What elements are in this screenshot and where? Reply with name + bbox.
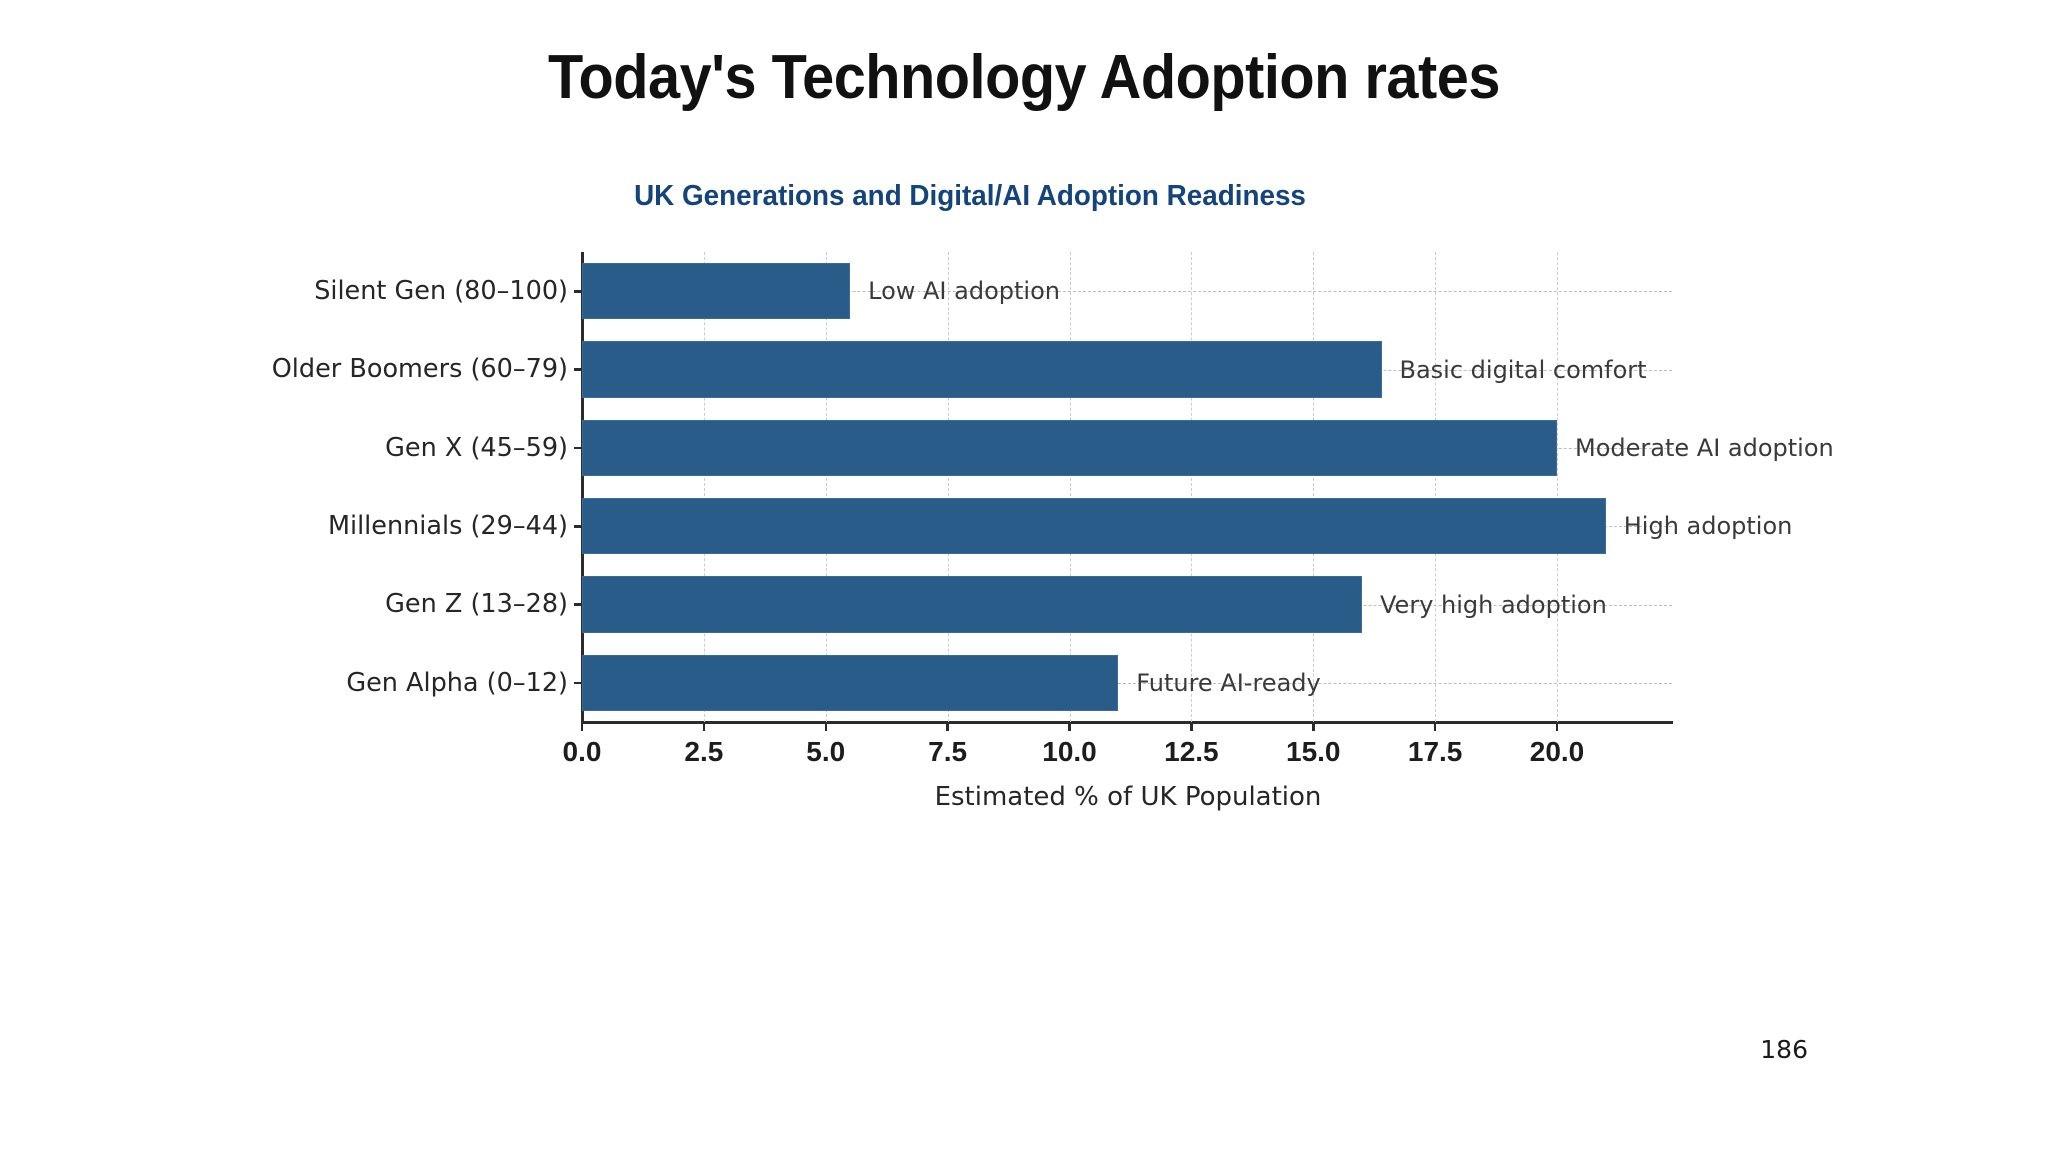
y-tick-label: Gen Z (13–28) [385,589,568,620]
x-tick-mark [1068,722,1071,731]
bar-5 [582,576,1362,633]
x-axis-spine [580,720,1673,724]
x-tick-mark [1190,722,1193,731]
page-number: 186 [1760,1035,1808,1064]
gridline-vertical [703,252,705,722]
chart-title: UK Generations and Digital/AI Adoption R… [634,180,1306,212]
x-tick-mark [824,722,827,731]
gridline-vertical [1069,252,1071,722]
gridline-vertical [1191,252,1193,722]
bar-row: Older Boomers (60–79) [272,341,1674,398]
bar-6 [582,654,1119,712]
bar-row: Gen Z (13–28) [385,576,1674,633]
bar-annotation: Future AI-ready [1136,668,1321,697]
x-tick-label: 7.5 [928,736,968,767]
gridline-vertical [825,252,827,722]
y-tick-label: Millennials (29–44) [328,511,568,542]
x-tick-mark [1555,722,1559,731]
bar-row: Gen Alpha (0–12) [346,654,1674,712]
bar-row: Gen X (45–59) [385,419,1674,477]
y-tick-label: Older Boomers (60–79) [271,354,568,385]
x-axis-label: Estimated % of UK Population [934,782,1322,812]
y-tick-mark [574,368,582,371]
bar-3 [582,419,1557,477]
x-tick-label: 12.5 [1164,736,1219,767]
x-tick-label: 10.0 [1042,736,1097,767]
x-tick-mark [1433,722,1437,731]
plot-area: Silent Gen (80–100) Low AI adoption Older … [272,252,1834,812]
gridline-vertical [947,252,949,722]
x-tick-label: 5.0 [806,736,846,767]
gridline-vertical [1313,252,1315,722]
y-tick-label: Gen X (45–59) [385,432,568,463]
bar-1 [582,262,851,320]
bar-annotation: Basic digital comfort [1399,355,1647,384]
bar-row: Millennials (29–44) [328,497,1674,555]
bar-2 [582,341,1382,398]
x-tick-label: 0.0 [562,736,602,767]
y-tick-mark [574,290,582,293]
x-tick-mark [580,722,584,731]
x-tick-mark [702,722,706,731]
bar-annotation: Moderate AI adoption [1575,433,1834,462]
bar-annotation: High adoption [1623,512,1793,541]
y-tick-mark [574,603,582,606]
gridline-horizontal [582,682,1672,684]
bar-annotation: Very high adoption [1380,590,1607,619]
x-tick-mark [1312,722,1315,731]
x-tick-label: 17.5 [1407,736,1463,767]
gridline-horizontal [582,291,1672,293]
gridline-vertical [1557,252,1558,722]
page-title: Today's Technology Adoption rates [548,43,1500,112]
y-tick-label: Gen Alpha (0–12) [346,667,568,698]
y-tick-mark [574,446,582,450]
y-tick-mark [574,525,582,528]
chart-figure: UK Generations and Digital/AI Adoption R… [270,180,1834,1060]
x-tick-label: 20.0 [1529,736,1585,767]
x-tick-label: 15.0 [1286,736,1341,767]
y-tick-mark [574,681,582,685]
x-tick-mark [946,722,949,731]
y-axis-spine [580,252,584,722]
x-tick-label: 2.5 [684,736,724,767]
gridline-vertical [1435,252,1437,722]
y-tick-label: Silent Gen (80–100) [314,276,568,307]
bar-annotation: Low AI adoption [868,277,1060,306]
bar-4 [582,497,1606,555]
bar-row: Silent Gen (80–100) [314,262,1674,320]
